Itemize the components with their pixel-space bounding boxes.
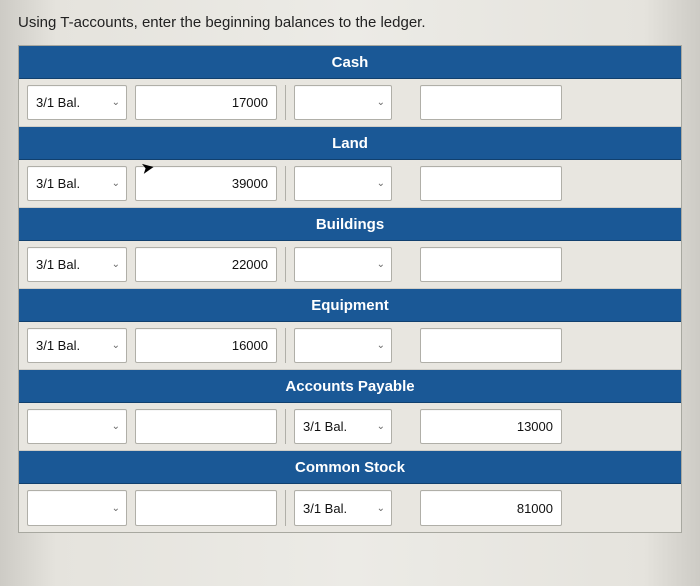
t-divider (285, 166, 286, 201)
instruction-text: Using T-accounts, enter the beginning ba… (18, 14, 682, 31)
account-header-common-stock: Common Stock (19, 451, 681, 484)
credit-amount-input[interactable]: 13000 (420, 409, 562, 444)
chevron-down-icon: ⌄ (112, 421, 120, 432)
debit-date-value: 3/1 Bal. (36, 95, 80, 110)
account-header-cash: Cash (19, 46, 681, 79)
chevron-down-icon: ⌄ (112, 340, 120, 351)
ledger-table: Cash 3/1 Bal. ⌄ 17000 ⌄ Land 3/1 Bal. ⌄ 39… (18, 45, 682, 533)
account-row-buildings: 3/1 Bal. ⌄ 22000 ⌄ (19, 241, 681, 289)
credit-date-select[interactable]: ⌄ (294, 85, 392, 120)
chevron-down-icon: ⌄ (112, 178, 120, 189)
credit-date-select[interactable]: ⌄ (294, 328, 392, 363)
debit-date-select[interactable]: 3/1 Bal. ⌄ (27, 166, 127, 201)
chevron-down-icon: ⌄ (377, 259, 385, 270)
credit-amount-input[interactable] (420, 85, 562, 120)
credit-date-select[interactable]: 3/1 Bal. ⌄ (294, 409, 392, 444)
debit-amount-input[interactable]: 17000 (135, 85, 277, 120)
chevron-down-icon: ⌄ (377, 97, 385, 108)
chevron-down-icon: ⌄ (112, 503, 120, 514)
debit-date-select[interactable]: ⌄ (27, 490, 127, 526)
credit-date-select[interactable]: ⌄ (294, 247, 392, 282)
credit-amount-input[interactable] (420, 166, 562, 201)
account-row-land: 3/1 Bal. ⌄ 39000 ⌄ (19, 160, 681, 208)
credit-amount-input[interactable] (420, 247, 562, 282)
account-header-equipment: Equipment (19, 289, 681, 322)
debit-amount-input[interactable] (135, 490, 277, 526)
account-row-equipment: 3/1 Bal. ⌄ 16000 ⌄ (19, 322, 681, 370)
chevron-down-icon: ⌄ (377, 421, 385, 432)
chevron-down-icon: ⌄ (112, 97, 120, 108)
credit-date-select[interactable]: ⌄ (294, 166, 392, 201)
credit-date-value: 3/1 Bal. (303, 501, 347, 516)
debit-date-value: 3/1 Bal. (36, 338, 80, 353)
debit-amount-input[interactable]: 16000 (135, 328, 277, 363)
t-divider (285, 490, 286, 526)
t-divider (285, 85, 286, 120)
chevron-down-icon: ⌄ (377, 503, 385, 514)
t-divider (285, 247, 286, 282)
debit-amount-input[interactable]: 22000 (135, 247, 277, 282)
chevron-down-icon: ⌄ (112, 259, 120, 270)
chevron-down-icon: ⌄ (377, 178, 385, 189)
t-divider (285, 409, 286, 444)
account-header-accounts-payable: Accounts Payable (19, 370, 681, 403)
debit-date-select[interactable]: ⌄ (27, 409, 127, 444)
account-header-buildings: Buildings (19, 208, 681, 241)
debit-date-select[interactable]: 3/1 Bal. ⌄ (27, 247, 127, 282)
debit-date-value: 3/1 Bal. (36, 176, 80, 191)
debit-date-value: 3/1 Bal. (36, 257, 80, 272)
debit-amount-input[interactable]: 39000 (135, 166, 277, 201)
credit-date-value: 3/1 Bal. (303, 419, 347, 434)
credit-date-select[interactable]: 3/1 Bal. ⌄ (294, 490, 392, 526)
debit-amount-input[interactable] (135, 409, 277, 444)
debit-date-select[interactable]: 3/1 Bal. ⌄ (27, 328, 127, 363)
chevron-down-icon: ⌄ (377, 340, 385, 351)
credit-amount-input[interactable] (420, 328, 562, 363)
debit-date-select[interactable]: 3/1 Bal. ⌄ (27, 85, 127, 120)
account-row-cash: 3/1 Bal. ⌄ 17000 ⌄ (19, 79, 681, 127)
credit-amount-input[interactable]: 81000 (420, 490, 562, 526)
account-header-land: Land (19, 127, 681, 160)
account-row-common-stock: ⌄ 3/1 Bal. ⌄ 81000 (19, 484, 681, 532)
account-row-accounts-payable: ⌄ 3/1 Bal. ⌄ 13000 (19, 403, 681, 451)
t-divider (285, 328, 286, 363)
